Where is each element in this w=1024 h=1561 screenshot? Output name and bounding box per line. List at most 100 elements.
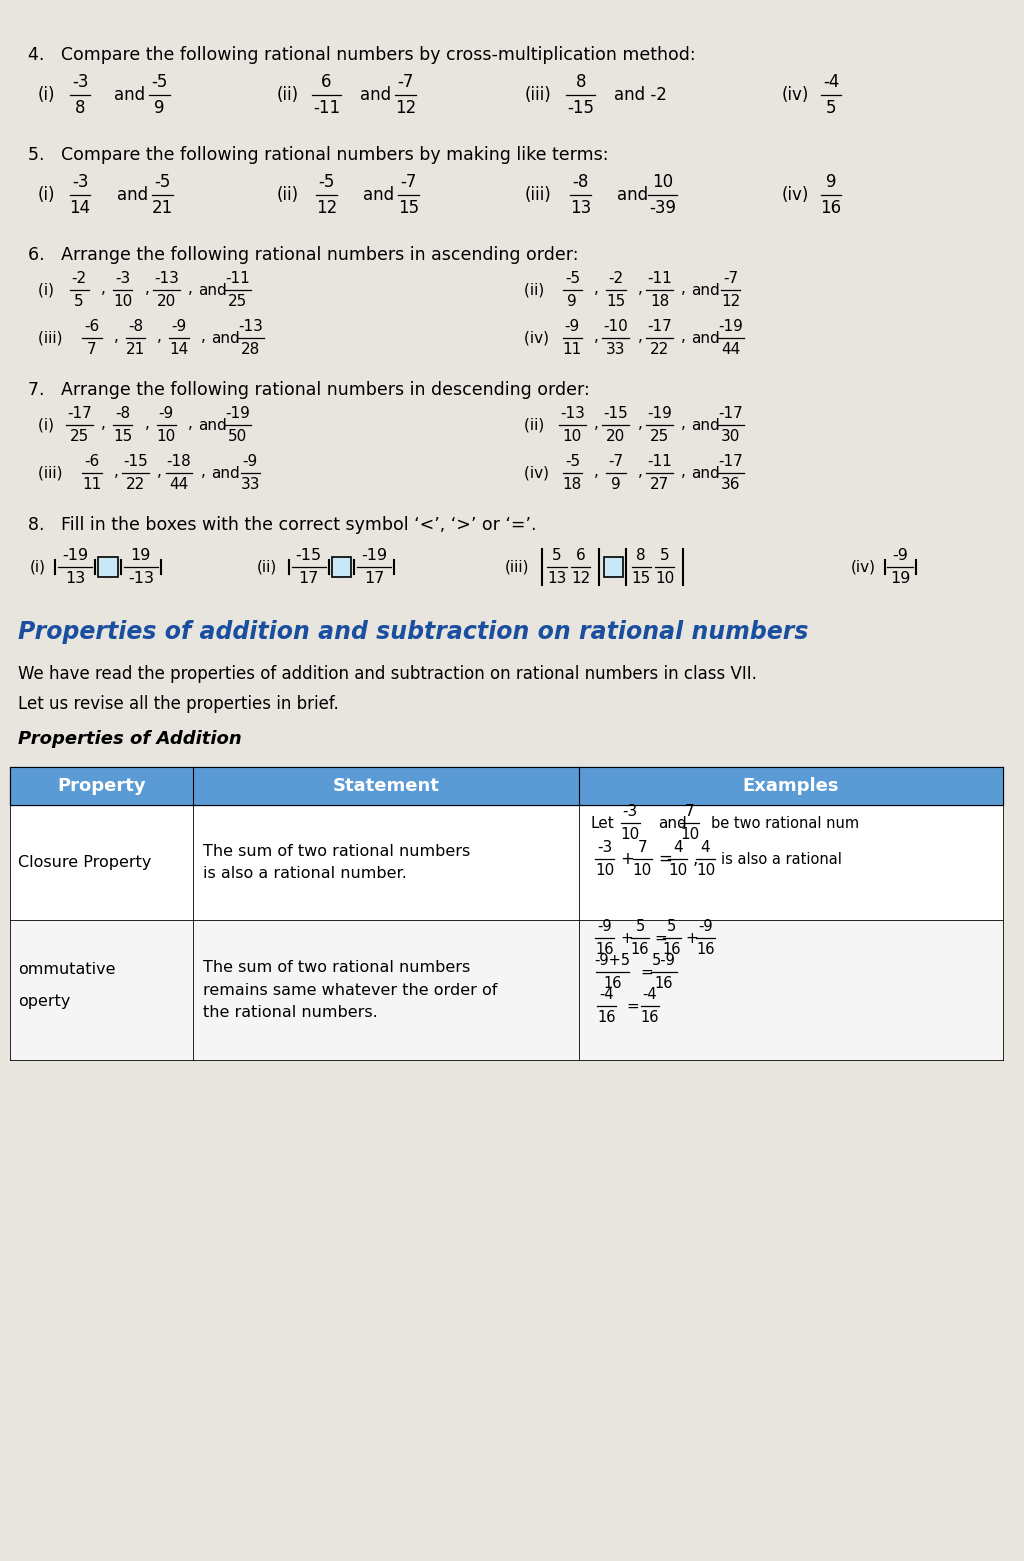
Text: 9: 9 (567, 293, 578, 309)
Text: ,: , (114, 464, 119, 479)
Text: -8: -8 (115, 406, 130, 421)
Text: (iv): (iv) (781, 86, 809, 105)
Text: 17: 17 (299, 571, 319, 585)
Text: -9: -9 (159, 406, 174, 421)
Text: ,: , (681, 281, 686, 295)
Text: -5: -5 (565, 272, 580, 286)
Text: 16: 16 (597, 1010, 615, 1024)
Text: 7.   Arrange the following rational numbers in descending order:: 7. Arrange the following rational number… (28, 381, 590, 400)
Bar (332, 557, 351, 578)
Text: -15: -15 (603, 406, 629, 421)
Text: -17: -17 (718, 454, 743, 468)
Text: -39: -39 (649, 200, 677, 217)
Text: 4: 4 (700, 840, 711, 855)
Text: 8: 8 (75, 100, 85, 117)
Bar (10, 805, 1004, 919)
Text: -6: -6 (84, 318, 99, 334)
Text: 15: 15 (113, 429, 132, 443)
Text: and: and (691, 331, 720, 345)
Text: 16: 16 (654, 976, 673, 991)
Text: 14: 14 (169, 342, 188, 357)
Text: 4.   Compare the following rational numbers by cross-multiplication method:: 4. Compare the following rational number… (28, 45, 695, 64)
Text: Property: Property (57, 777, 145, 795)
Text: 44: 44 (169, 478, 188, 492)
Text: -9: -9 (892, 548, 908, 564)
Text: -4: -4 (643, 987, 657, 1002)
Text: -17: -17 (647, 318, 672, 334)
Text: Closure Property: Closure Property (17, 855, 152, 869)
Text: 16: 16 (631, 941, 649, 957)
Text: and: and (198, 417, 226, 432)
Text: 11: 11 (82, 478, 101, 492)
Text: and: and (617, 186, 653, 204)
Text: -7: -7 (608, 454, 624, 468)
Text: 13: 13 (548, 571, 566, 585)
Text: -4: -4 (823, 73, 840, 91)
Text: ,: , (144, 281, 150, 295)
Text: -10: -10 (603, 318, 629, 334)
Text: (ii): (ii) (524, 417, 550, 432)
Text: -5: -5 (154, 173, 170, 190)
Text: (iii): (iii) (524, 186, 551, 204)
Text: ,: , (144, 415, 150, 431)
Text: -9: -9 (565, 318, 580, 334)
Text: 17: 17 (365, 571, 384, 585)
Text: (iv): (iv) (524, 465, 554, 481)
Text: 9: 9 (154, 100, 165, 117)
Text: 16: 16 (603, 976, 622, 991)
Text: 5: 5 (660, 548, 670, 564)
Text: 27: 27 (650, 478, 669, 492)
Text: +: + (621, 851, 634, 868)
Text: 16: 16 (641, 1010, 659, 1024)
Text: -5: -5 (565, 454, 580, 468)
Text: ,: , (594, 464, 599, 479)
Text: 6: 6 (575, 548, 586, 564)
Text: (i): (i) (38, 283, 58, 298)
Text: 16: 16 (820, 200, 842, 217)
Text: 7: 7 (637, 840, 647, 855)
Text: -17: -17 (67, 406, 91, 421)
Text: 11: 11 (563, 342, 582, 357)
Text: (iv): (iv) (524, 331, 554, 345)
Text: and: and (691, 417, 720, 432)
Text: is also a rational: is also a rational (721, 851, 842, 866)
Text: 5: 5 (668, 919, 677, 933)
Text: -3: -3 (72, 73, 88, 91)
Bar (603, 557, 624, 578)
Text: -13: -13 (560, 406, 585, 421)
Text: 6.   Arrange the following rational numbers in ascending order:: 6. Arrange the following rational number… (28, 247, 579, 264)
Text: -11: -11 (647, 272, 672, 286)
Text: 5: 5 (75, 293, 84, 309)
Text: -9+5: -9+5 (595, 954, 631, 968)
Text: and -2: and -2 (614, 86, 668, 105)
Text: 18: 18 (650, 293, 669, 309)
Text: -3: -3 (597, 840, 612, 855)
Text: 10: 10 (696, 863, 715, 877)
Text: -7: -7 (400, 173, 417, 190)
Text: ,: , (188, 415, 193, 431)
Text: 25: 25 (650, 429, 669, 443)
Text: 15: 15 (606, 293, 626, 309)
Text: ,: , (158, 328, 162, 343)
Text: 7: 7 (87, 342, 97, 357)
Text: =: = (640, 965, 653, 979)
Text: 12: 12 (571, 571, 591, 585)
Text: 16: 16 (595, 941, 613, 957)
Text: 5-9: 5-9 (652, 954, 676, 968)
Text: (ii): (ii) (257, 559, 278, 574)
Text: 5: 5 (552, 548, 562, 564)
Text: (i): (i) (38, 86, 55, 105)
Text: ,: , (101, 281, 105, 295)
Text: 15: 15 (632, 571, 651, 585)
Text: -17: -17 (718, 406, 743, 421)
Text: -8: -8 (128, 318, 143, 334)
Text: -11: -11 (225, 272, 250, 286)
Text: -19: -19 (647, 406, 672, 421)
Text: 44: 44 (721, 342, 740, 357)
Text: -11: -11 (647, 454, 672, 468)
Text: -13: -13 (154, 272, 178, 286)
Text: 21: 21 (126, 342, 145, 357)
Bar (98, 557, 118, 578)
Text: 12: 12 (315, 200, 337, 217)
Text: =: = (654, 930, 667, 946)
